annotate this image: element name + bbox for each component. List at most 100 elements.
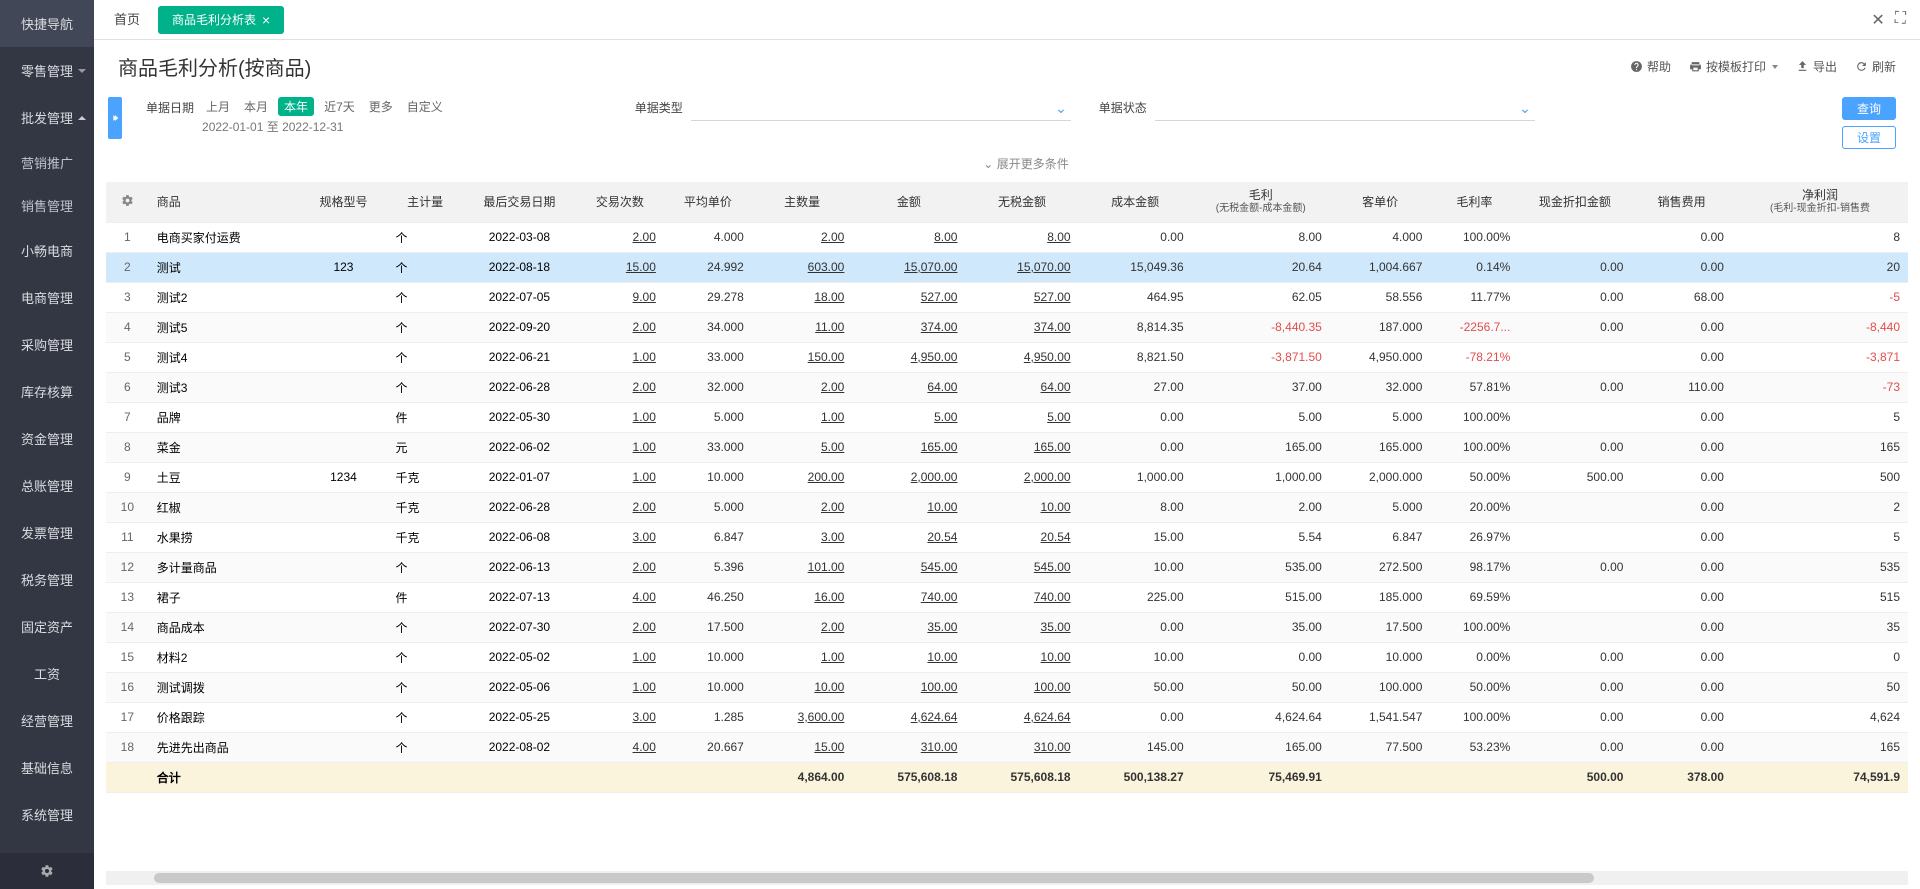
nav-item-2[interactable]: 批发管理: [0, 94, 94, 141]
th-amount[interactable]: 金额: [852, 182, 965, 222]
th-trade-count[interactable]: 交易次数: [576, 182, 664, 222]
cell-amount[interactable]: 2,000.00: [852, 462, 965, 492]
cell-amount[interactable]: 20.54: [852, 522, 965, 552]
nav-item-6[interactable]: 电商管理: [0, 274, 94, 321]
tab-home[interactable]: 首页: [100, 6, 154, 34]
cell-trade-count[interactable]: 2.00: [576, 492, 664, 522]
refresh-button[interactable]: 刷新: [1855, 58, 1896, 75]
cell-amount[interactable]: 374.00: [852, 312, 965, 342]
cell-amount[interactable]: 310.00: [852, 732, 965, 762]
cell-notax[interactable]: 8.00: [965, 222, 1078, 252]
cell-notax[interactable]: 20.54: [965, 522, 1078, 552]
table-row[interactable]: 17价格跟踪个2022-05-253.001.2853,600.004,624.…: [106, 702, 1908, 732]
column-settings-button[interactable]: [106, 182, 149, 222]
cell-notax[interactable]: 4,624.64: [965, 702, 1078, 732]
cell-main-qty[interactable]: 2.00: [752, 222, 853, 252]
cell-notax[interactable]: 374.00: [965, 312, 1078, 342]
cell-amount[interactable]: 165.00: [852, 432, 965, 462]
tab-close-icon[interactable]: ×: [262, 13, 270, 27]
table-row[interactable]: 3测试2个2022-07-059.0029.27818.00527.00527.…: [106, 282, 1908, 312]
cell-main-qty[interactable]: 150.00: [752, 342, 853, 372]
th-cust-price[interactable]: 客单价: [1330, 182, 1431, 222]
tabs-fullscreen-icon[interactable]: ⛶: [1895, 10, 1906, 30]
cell-notax[interactable]: 64.00: [965, 372, 1078, 402]
cell-trade-count[interactable]: 2.00: [576, 612, 664, 642]
cell-amount[interactable]: 4,950.00: [852, 342, 965, 372]
cell-trade-count[interactable]: 1.00: [576, 432, 664, 462]
table-row[interactable]: 15材料2个2022-05-021.0010.0001.0010.0010.00…: [106, 642, 1908, 672]
cell-trade-count[interactable]: 2.00: [576, 222, 664, 252]
cell-trade-count[interactable]: 4.00: [576, 582, 664, 612]
cell-amount[interactable]: 10.00: [852, 492, 965, 522]
print-button[interactable]: 按模板打印: [1689, 58, 1778, 75]
cell-trade-count[interactable]: 15.00: [576, 252, 664, 282]
table-row[interactable]: 16测试调拨个2022-05-061.0010.00010.00100.0010…: [106, 672, 1908, 702]
filter-status-dropdown[interactable]: ⌄: [1155, 97, 1535, 121]
cell-notax[interactable]: 35.00: [965, 612, 1078, 642]
th-notax[interactable]: 无税金额: [965, 182, 1078, 222]
cell-notax[interactable]: 15,070.00: [965, 252, 1078, 282]
cell-notax[interactable]: 545.00: [965, 552, 1078, 582]
table-row[interactable]: 1电商买家付运费个2022-03-082.004.0002.008.008.00…: [106, 222, 1908, 252]
cell-notax[interactable]: 740.00: [965, 582, 1078, 612]
table-row[interactable]: 6测试3个2022-06-282.0032.0002.0064.0064.002…: [106, 372, 1908, 402]
nav-item-18[interactable]: 企业协同: [0, 838, 94, 853]
table-row[interactable]: 8菜金元2022-06-021.0033.0005.00165.00165.00…: [106, 432, 1908, 462]
cell-amount[interactable]: 15,070.00: [852, 252, 965, 282]
th-spec[interactable]: 规格型号: [300, 182, 388, 222]
cell-main-qty[interactable]: 1.00: [752, 642, 853, 672]
table-row[interactable]: 2测试123个2022-08-1815.0024.992603.0015,070…: [106, 252, 1908, 282]
nav-item-10[interactable]: 总账管理: [0, 462, 94, 509]
th-last-date[interactable]: 最后交易日期: [463, 182, 576, 222]
nav-item-8[interactable]: 库存核算: [0, 368, 94, 415]
query-button[interactable]: 查询: [1842, 97, 1896, 120]
table-row[interactable]: 4测试5个2022-09-202.0034.00011.00374.00374.…: [106, 312, 1908, 342]
sidebar-settings-button[interactable]: [0, 853, 94, 889]
preset-this-month[interactable]: 本月: [240, 97, 272, 116]
nav-item-13[interactable]: 固定资产: [0, 603, 94, 650]
cell-main-qty[interactable]: 200.00: [752, 462, 853, 492]
cell-trade-count[interactable]: 4.00: [576, 732, 664, 762]
nav-item-17[interactable]: 系统管理: [0, 791, 94, 838]
nav-item-3[interactable]: 营销推广: [0, 141, 94, 184]
cell-main-qty[interactable]: 3.00: [752, 522, 853, 552]
th-avg-price[interactable]: 平均单价: [664, 182, 752, 222]
cell-amount[interactable]: 545.00: [852, 552, 965, 582]
expand-more-button[interactable]: 展开更多条件: [146, 149, 1906, 182]
nav-item-1[interactable]: 零售管理: [0, 47, 94, 94]
collapse-handle[interactable]: [108, 97, 122, 139]
cell-trade-count[interactable]: 9.00: [576, 282, 664, 312]
th-net[interactable]: 净利润(毛利-现金折扣-销售费: [1732, 182, 1908, 222]
preset-last-month[interactable]: 上月: [202, 97, 234, 116]
table-row[interactable]: 12多计量商品个2022-06-132.005.396101.00545.005…: [106, 552, 1908, 582]
nav-item-5[interactable]: 小畅电商: [0, 227, 94, 274]
nav-item-4[interactable]: 销售管理: [0, 184, 94, 227]
cell-trade-count[interactable]: 1.00: [576, 402, 664, 432]
nav-item-14[interactable]: 工资: [0, 650, 94, 697]
cell-trade-count[interactable]: 2.00: [576, 372, 664, 402]
cell-main-qty[interactable]: 3,600.00: [752, 702, 853, 732]
table-row[interactable]: 10红椒千克2022-06-282.005.0002.0010.0010.008…: [106, 492, 1908, 522]
preset-this-year[interactable]: 本年: [278, 97, 314, 116]
nav-item-0[interactable]: 快捷导航: [0, 0, 94, 47]
table-row[interactable]: 13裙子件2022-07-134.0046.25016.00740.00740.…: [106, 582, 1908, 612]
cell-trade-count[interactable]: 3.00: [576, 522, 664, 552]
horizontal-scrollbar[interactable]: [106, 871, 1908, 885]
table-row[interactable]: 11水果捞千克2022-06-083.006.8473.0020.5420.54…: [106, 522, 1908, 552]
cell-main-qty[interactable]: 16.00: [752, 582, 853, 612]
cell-main-qty[interactable]: 2.00: [752, 612, 853, 642]
cell-amount[interactable]: 5.00: [852, 402, 965, 432]
table-row[interactable]: 18先进先出商品个2022-08-024.0020.66715.00310.00…: [106, 732, 1908, 762]
cell-amount[interactable]: 527.00: [852, 282, 965, 312]
cell-main-qty[interactable]: 2.00: [752, 492, 853, 522]
cell-main-qty[interactable]: 1.00: [752, 402, 853, 432]
table-row[interactable]: 14商品成本个2022-07-302.0017.5002.0035.0035.0…: [106, 612, 1908, 642]
cell-main-qty[interactable]: 101.00: [752, 552, 853, 582]
table-row[interactable]: 9土豆1234千克2022-01-071.0010.000200.002,000…: [106, 462, 1908, 492]
cell-amount[interactable]: 64.00: [852, 372, 965, 402]
cell-trade-count[interactable]: 1.00: [576, 462, 664, 492]
filter-type-dropdown[interactable]: ⌄: [691, 97, 1071, 121]
cell-notax[interactable]: 4,950.00: [965, 342, 1078, 372]
table-row[interactable]: 7品牌件2022-05-301.005.0001.005.005.000.005…: [106, 402, 1908, 432]
cell-trade-count[interactable]: 1.00: [576, 672, 664, 702]
